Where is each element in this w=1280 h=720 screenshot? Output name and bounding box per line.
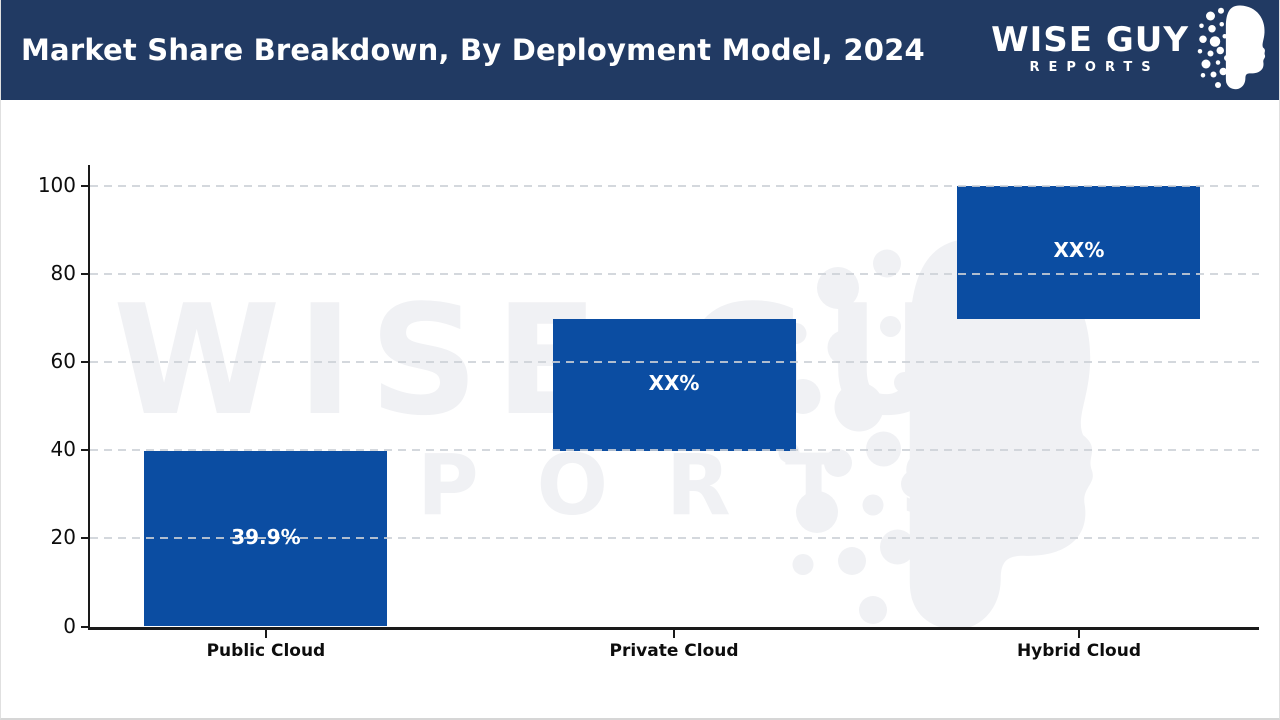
x-tick-mark-hybrid-cloud	[1077, 629, 1080, 638]
y-tick-label-0: 0	[63, 613, 76, 638]
y-tick-label-100: 100	[37, 172, 76, 197]
y-tick-label-40: 40	[50, 437, 76, 462]
header-bar: Market Share Breakdown, By Deployment Mo…	[1, 0, 1279, 100]
gridline-60	[90, 361, 1259, 364]
gridline-100	[90, 184, 1259, 187]
bar-value-label-public-cloud: 39.9%	[231, 524, 301, 549]
x-tick-mark-private-cloud	[673, 629, 676, 638]
y-tick-label-20: 20	[50, 525, 76, 550]
x-axis-label-private-cloud: Private Cloud	[609, 640, 739, 661]
y-tick-mark-40	[81, 449, 88, 452]
y-axis-line	[88, 165, 90, 630]
wise-guy-reports-logo: WISE GUY REPORTS	[991, 4, 1273, 94]
bar-private-cloud	[552, 318, 796, 451]
gridline-80	[90, 273, 1259, 276]
y-tick-mark-20	[81, 537, 88, 540]
chart-title: Market Share Breakdown, By Deployment Mo…	[21, 33, 925, 67]
x-axis-line	[88, 626, 1259, 630]
bar-value-label-private-cloud: XX%	[648, 370, 700, 395]
x-axis-label-public-cloud: Public Cloud	[206, 640, 326, 661]
y-tick-mark-60	[81, 361, 88, 364]
x-axis-label-hybrid-cloud: Hybrid Cloud	[1016, 640, 1141, 661]
y-tick-mark-100	[81, 184, 88, 187]
logo-wordmark-line2: REPORTS	[1029, 60, 1160, 76]
y-tick-mark-0	[81, 625, 88, 628]
watermark-text-line2: REPORTS	[179, 436, 1019, 534]
bar-public-cloud	[144, 450, 388, 627]
watermark-text-line1: WISE GUY	[113, 272, 1090, 449]
y-tick-mark-80	[81, 273, 88, 276]
logo-wordmark: WISE GUY REPORTS	[991, 19, 1189, 76]
y-tick-label-60: 60	[50, 349, 76, 374]
bar-value-label-hybrid-cloud: XX%	[1053, 238, 1105, 263]
gridline-20	[90, 537, 1259, 540]
logo-wordmark-line1: WISE GUY	[991, 19, 1189, 60]
x-tick-mark-public-cloud	[264, 629, 267, 638]
bar-hybrid-cloud	[957, 185, 1201, 319]
watermark-face-icon	[778, 238, 1093, 630]
logo-face-icon	[1197, 5, 1266, 90]
y-tick-label-80: 80	[50, 261, 76, 286]
gridline-40	[90, 449, 1259, 452]
